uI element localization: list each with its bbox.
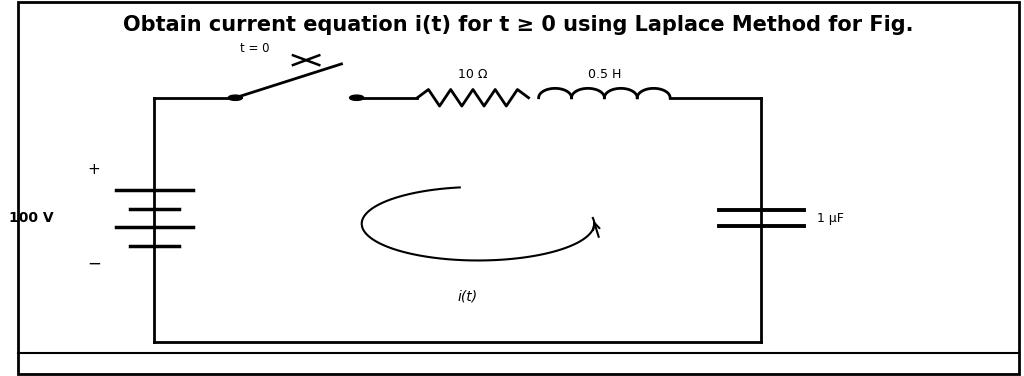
Circle shape bbox=[349, 95, 364, 100]
Text: 100 V: 100 V bbox=[8, 211, 53, 225]
Text: Obtain current equation i(t) for t ≥ 0 using Laplace Method for Fig.: Obtain current equation i(t) for t ≥ 0 u… bbox=[123, 15, 913, 35]
Text: i(t): i(t) bbox=[458, 290, 478, 303]
Text: −: − bbox=[87, 254, 100, 272]
Text: t = 0: t = 0 bbox=[241, 41, 270, 55]
Circle shape bbox=[228, 95, 243, 100]
Text: +: + bbox=[87, 162, 100, 177]
Text: 0.5 H: 0.5 H bbox=[588, 68, 622, 81]
Text: 1 μF: 1 μF bbox=[817, 212, 844, 224]
Text: 10 Ω: 10 Ω bbox=[458, 68, 487, 81]
